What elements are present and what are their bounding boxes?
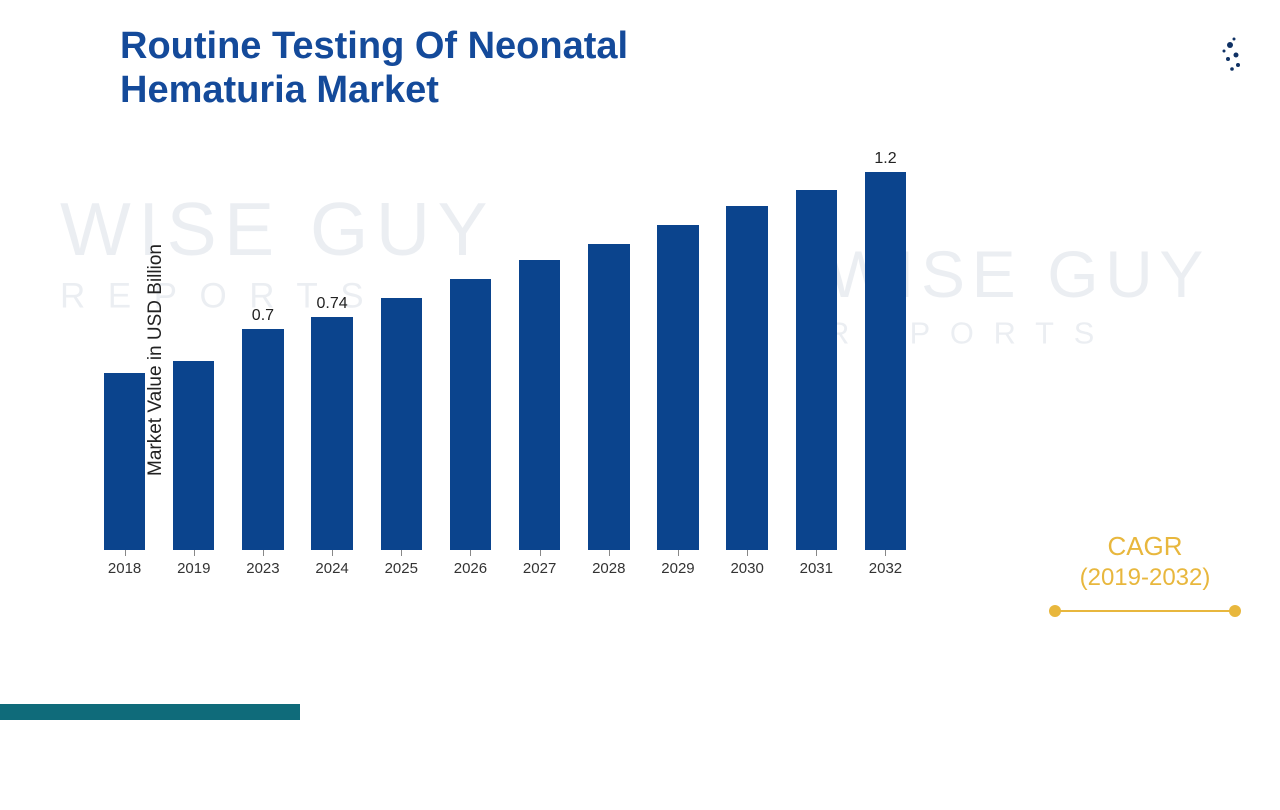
x-tick-2018: 2018 — [98, 554, 151, 580]
x-tick-2023: 2023 — [236, 554, 289, 580]
bar-value-label: 0.74 — [317, 295, 348, 313]
logo-main-text: WISE GUY — [1006, 36, 1180, 70]
bar-2032: 1.2 — [859, 150, 912, 550]
x-tick-2029: 2029 — [651, 554, 704, 580]
x-tick-2032: 2032 — [859, 554, 912, 580]
bar-2026 — [444, 257, 497, 550]
bar-rect — [242, 329, 283, 550]
x-tick-2027: 2027 — [513, 554, 566, 580]
x-tick-2025: 2025 — [375, 554, 428, 580]
chart-title: Routine Testing Of Neonatal Hematuria Ma… — [120, 25, 770, 112]
x-tick-2019: 2019 — [167, 554, 220, 580]
bottom-accent-bar — [0, 704, 300, 720]
bar-value-label: 0.7 — [252, 307, 274, 325]
bar-rect — [588, 244, 629, 550]
x-tick-2028: 2028 — [582, 554, 635, 580]
bar-2023: 0.7 — [236, 307, 289, 550]
x-tick-2030: 2030 — [721, 554, 774, 580]
bar-rect — [311, 317, 352, 550]
bar-rect — [173, 361, 214, 550]
bar-rect — [657, 225, 698, 550]
head-icon — [1190, 25, 1250, 95]
bar-rect — [796, 190, 837, 550]
x-tick-2024: 2024 — [306, 554, 359, 580]
bar-2031 — [790, 168, 843, 550]
bar-rect — [865, 172, 906, 550]
bar-2030 — [721, 184, 774, 550]
cagr-range: (2019-2032) — [1055, 564, 1235, 592]
bar-2018 — [98, 351, 151, 550]
bar-rect — [519, 260, 560, 550]
brand-logo: WISE GUY REPORTS — [1006, 25, 1250, 95]
bar-rect — [381, 298, 422, 550]
cagr-value: 6.18% — [1055, 626, 1235, 660]
bar-value-label: 1.2 — [874, 150, 896, 168]
x-tick-2026: 2026 — [444, 554, 497, 580]
x-tick-2031: 2031 — [790, 554, 843, 580]
bar-2025 — [375, 276, 428, 550]
bar-2019 — [167, 339, 220, 550]
bar-2024: 0.74 — [306, 295, 359, 550]
bar-2027 — [513, 238, 566, 550]
bar-chart: Market Value in USD Billion 0.70.741.2 2… — [50, 140, 920, 580]
logo-sub-text: REPORTS — [1006, 68, 1180, 85]
bar-rect — [450, 279, 491, 550]
bar-2029 — [651, 203, 704, 550]
bar-2028 — [582, 222, 635, 550]
bar-rect — [726, 206, 767, 550]
cagr-box: CAGR (2019-2032) 6.18% — [1055, 531, 1235, 660]
bar-rect — [104, 373, 145, 550]
cagr-divider — [1055, 610, 1235, 612]
cagr-title: CAGR — [1055, 531, 1235, 562]
plot-area: 0.7 0.74 1.2 — [90, 140, 920, 550]
